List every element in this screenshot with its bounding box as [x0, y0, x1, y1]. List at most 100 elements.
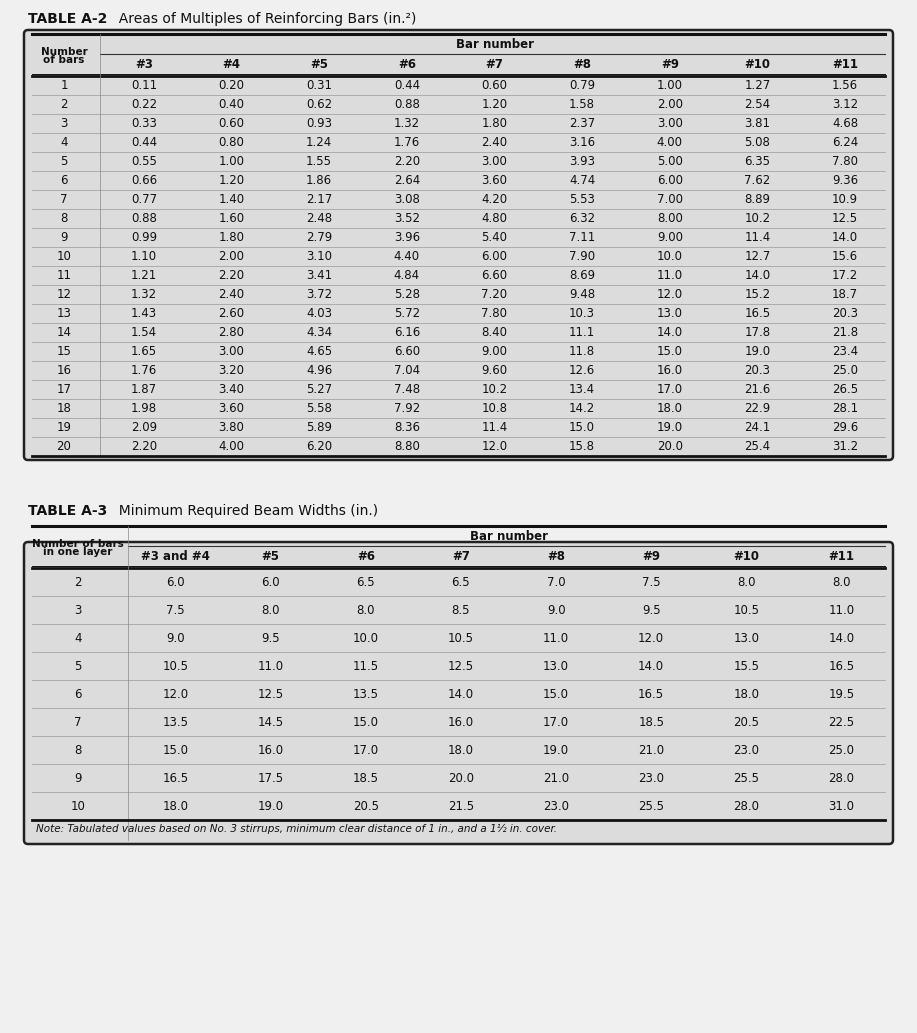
Text: 5: 5: [61, 155, 68, 168]
Text: 0.40: 0.40: [218, 98, 245, 111]
Text: 14.0: 14.0: [657, 326, 683, 339]
Text: 20.5: 20.5: [353, 800, 379, 813]
Text: 0.66: 0.66: [131, 174, 157, 187]
Text: 4.65: 4.65: [306, 345, 332, 358]
Text: Number of bars: Number of bars: [32, 539, 124, 549]
Text: 11.8: 11.8: [569, 345, 595, 358]
Text: 11.1: 11.1: [569, 326, 595, 339]
Text: 10.5: 10.5: [162, 659, 189, 672]
Text: #10: #10: [745, 59, 770, 71]
Text: 6.00: 6.00: [657, 174, 683, 187]
Text: 4.00: 4.00: [657, 136, 683, 149]
Text: 2: 2: [74, 575, 82, 589]
Text: #9: #9: [661, 59, 679, 71]
Text: 0.88: 0.88: [394, 98, 420, 111]
Text: #8: #8: [547, 551, 565, 563]
Text: 15.0: 15.0: [569, 421, 595, 434]
Text: 3.60: 3.60: [218, 402, 245, 415]
Text: 1.55: 1.55: [306, 155, 332, 168]
Text: 4.00: 4.00: [218, 440, 245, 453]
Text: 3.60: 3.60: [481, 174, 507, 187]
Text: 18.0: 18.0: [162, 800, 189, 813]
Text: 1.86: 1.86: [306, 174, 332, 187]
Text: 8.36: 8.36: [393, 421, 420, 434]
Text: 3.00: 3.00: [218, 345, 245, 358]
Text: 12.5: 12.5: [832, 212, 858, 225]
Text: 18.7: 18.7: [832, 288, 858, 301]
Text: 1.20: 1.20: [481, 98, 508, 111]
Text: 15.6: 15.6: [832, 250, 858, 263]
Text: 7.48: 7.48: [393, 383, 420, 396]
Text: #5: #5: [310, 59, 328, 71]
Text: 7.92: 7.92: [393, 402, 420, 415]
Text: 18.5: 18.5: [638, 716, 664, 728]
Text: 5.40: 5.40: [481, 231, 507, 244]
Text: 14.0: 14.0: [447, 688, 474, 700]
Text: 28.0: 28.0: [828, 772, 855, 784]
Text: 7.80: 7.80: [481, 307, 507, 320]
Text: 12.5: 12.5: [447, 659, 474, 672]
Text: 17.0: 17.0: [657, 383, 683, 396]
Text: 2.20: 2.20: [393, 155, 420, 168]
Text: 12.0: 12.0: [162, 688, 189, 700]
Text: 7: 7: [61, 193, 68, 206]
Text: 8.0: 8.0: [357, 603, 375, 617]
Text: 1.27: 1.27: [745, 79, 770, 92]
Text: 25.5: 25.5: [638, 800, 664, 813]
Text: 2.64: 2.64: [393, 174, 420, 187]
Text: 17.0: 17.0: [353, 744, 379, 756]
Text: 2.60: 2.60: [218, 307, 245, 320]
Text: 19.0: 19.0: [258, 800, 283, 813]
Text: 12.0: 12.0: [657, 288, 683, 301]
Text: 20.0: 20.0: [447, 772, 474, 784]
Text: 0.44: 0.44: [131, 136, 157, 149]
Text: #3 and #4: #3 and #4: [141, 551, 210, 563]
Text: 0.31: 0.31: [306, 79, 332, 92]
Text: 6.00: 6.00: [481, 250, 507, 263]
Text: 6.5: 6.5: [357, 575, 375, 589]
Text: 9: 9: [74, 772, 82, 784]
Text: 20: 20: [57, 440, 72, 453]
Text: 17.0: 17.0: [543, 716, 569, 728]
Text: 6.32: 6.32: [569, 212, 595, 225]
Text: 26.5: 26.5: [832, 383, 858, 396]
Text: 12.0: 12.0: [481, 440, 508, 453]
Text: 1.21: 1.21: [131, 269, 157, 282]
Text: 9.48: 9.48: [569, 288, 595, 301]
Text: 29.6: 29.6: [832, 421, 858, 434]
Text: 12.0: 12.0: [638, 631, 664, 645]
Text: 5.08: 5.08: [745, 136, 770, 149]
Text: 9.36: 9.36: [832, 174, 858, 187]
Text: 8.5: 8.5: [452, 603, 470, 617]
Text: 1: 1: [61, 79, 68, 92]
Text: 10.8: 10.8: [481, 402, 507, 415]
Text: #11: #11: [832, 59, 858, 71]
Text: 12.6: 12.6: [569, 364, 595, 377]
Text: 23.4: 23.4: [832, 345, 858, 358]
Text: 10.5: 10.5: [734, 603, 759, 617]
Text: 1.80: 1.80: [481, 117, 507, 130]
Text: in one layer: in one layer: [43, 547, 113, 557]
Text: 4.80: 4.80: [481, 212, 507, 225]
Text: TABLE A-2: TABLE A-2: [28, 12, 107, 26]
Text: 2.20: 2.20: [131, 440, 157, 453]
Text: 8.69: 8.69: [569, 269, 595, 282]
Text: 4.40: 4.40: [393, 250, 420, 263]
Text: 19.0: 19.0: [543, 744, 569, 756]
Text: #6: #6: [398, 59, 415, 71]
Text: 10.3: 10.3: [569, 307, 595, 320]
Text: 0.33: 0.33: [131, 117, 157, 130]
Text: Number: Number: [40, 46, 87, 57]
Text: 0.22: 0.22: [131, 98, 157, 111]
Text: 3.96: 3.96: [393, 231, 420, 244]
Text: Bar number: Bar number: [456, 37, 534, 51]
Text: 6.20: 6.20: [306, 440, 332, 453]
Text: 9.00: 9.00: [481, 345, 507, 358]
Text: 0.99: 0.99: [131, 231, 157, 244]
FancyBboxPatch shape: [24, 542, 893, 844]
Text: 20.3: 20.3: [745, 364, 770, 377]
Text: 14.0: 14.0: [828, 631, 855, 645]
Text: #8: #8: [573, 59, 591, 71]
Text: 3.81: 3.81: [745, 117, 770, 130]
Text: 14.0: 14.0: [638, 659, 664, 672]
